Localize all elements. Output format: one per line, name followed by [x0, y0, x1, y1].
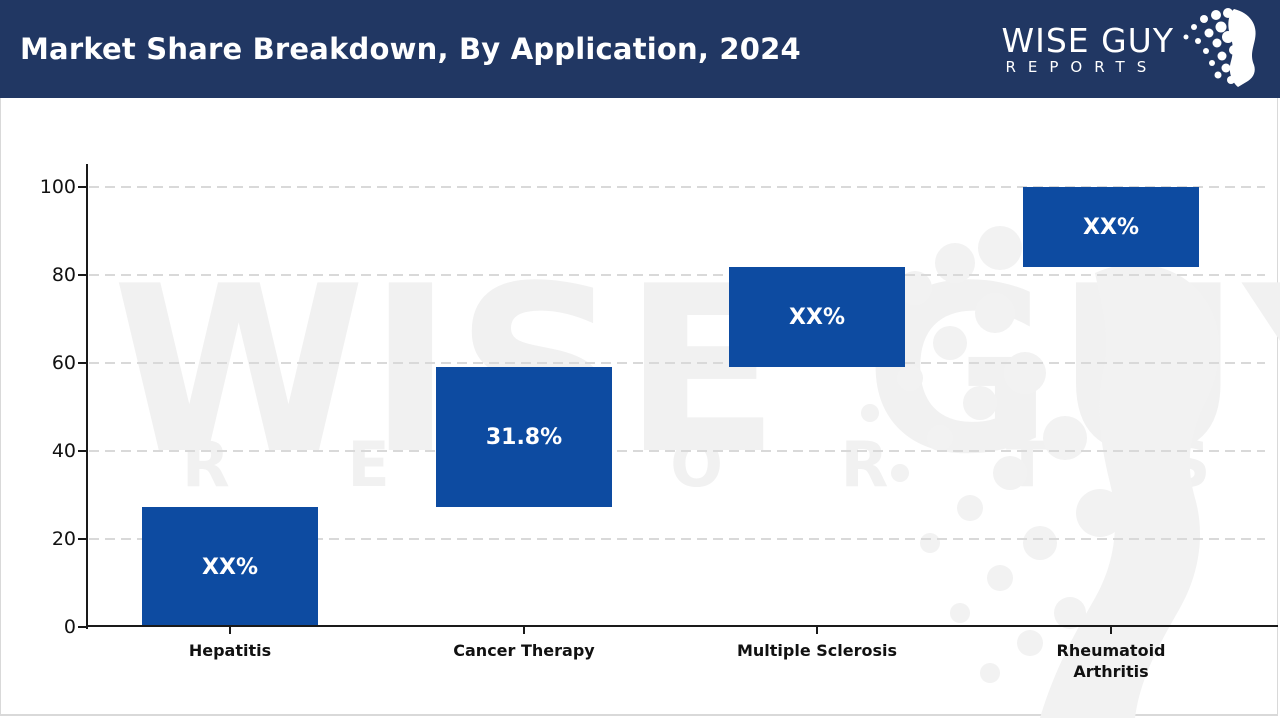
header: Market Share Breakdown, By Application, …: [0, 0, 1280, 98]
page-title: Market Share Breakdown, By Application, …: [20, 32, 801, 66]
logo-wordmark: WISE GUY REPORTS: [1001, 24, 1174, 75]
logo-face-icon: [1183, 8, 1256, 87]
logo-subtitle-text: REPORTS: [1005, 57, 1159, 76]
chart-area: [0, 98, 1278, 716]
wiseguy-logo: WISE GUY REPORTS: [1001, 7, 1262, 91]
logo-brand-text: WISE GUY: [1001, 20, 1174, 60]
